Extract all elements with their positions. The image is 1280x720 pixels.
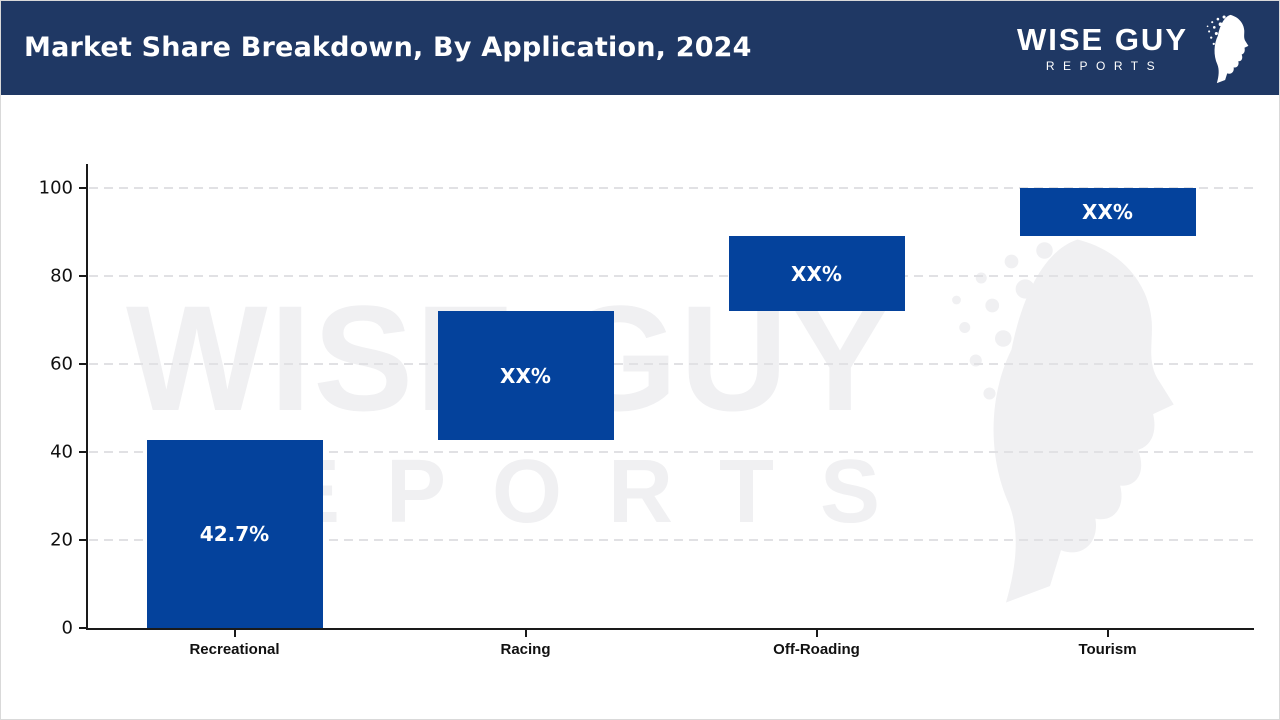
y-axis-tick-label: 100	[38, 177, 73, 199]
brand-head-icon	[1206, 14, 1249, 83]
brand-subtitle: REPORTS	[1045, 58, 1164, 73]
x-axis-tick	[1106, 630, 1109, 637]
gridline-80	[89, 275, 1253, 277]
gridline-40	[89, 451, 1253, 453]
bar-off-roading: XX%	[728, 236, 905, 312]
header: Market Share Breakdown, By Application, …	[1, 1, 1279, 95]
bar-tourism: XX%	[1019, 188, 1196, 237]
gridline-100	[89, 187, 1253, 189]
x-axis-category-label: Recreational	[189, 641, 280, 658]
x-axis-tick	[815, 630, 818, 637]
gridline-60	[89, 363, 1253, 365]
y-axis-tick-label: 0	[61, 617, 73, 639]
brand-name: WISE GUY	[1016, 21, 1188, 57]
y-axis-tick	[79, 363, 87, 365]
bar-racing: XX%	[437, 311, 614, 441]
brand-logo-text: WISE GUY REPORTS	[1017, 24, 1188, 72]
gridline-20	[89, 539, 1253, 541]
y-axis-tick-label: 60	[50, 353, 73, 375]
y-axis-tick-label: 80	[50, 265, 73, 287]
bar-recreational: 42.7%	[146, 440, 323, 628]
bar-value-label: XX%	[1082, 200, 1133, 225]
x-axis-tick	[524, 630, 527, 637]
y-axis-tick-label: 40	[50, 441, 73, 463]
y-axis-tick	[79, 275, 87, 277]
bar-value-label: XX%	[500, 363, 551, 388]
x-axis-category-label: Off-Roading	[773, 641, 860, 658]
x-axis-tick	[233, 630, 236, 637]
brand-logo: WISE GUY REPORTS	[1017, 10, 1252, 86]
y-axis-tick-label: 20	[50, 529, 73, 551]
bar-value-label: 42.7%	[199, 522, 270, 547]
y-axis-tick	[79, 539, 87, 541]
y-axis-tick	[79, 187, 87, 189]
y-axis-tick	[79, 451, 87, 453]
page-title: Market Share Breakdown, By Application, …	[24, 32, 752, 63]
x-axis-line	[86, 628, 1254, 630]
y-axis-tick	[79, 627, 87, 629]
y-axis-line	[86, 164, 88, 630]
x-axis-category-label: Tourism	[1078, 641, 1137, 658]
bar-value-label: XX%	[791, 261, 842, 286]
x-axis-category-label: Racing	[500, 641, 551, 658]
